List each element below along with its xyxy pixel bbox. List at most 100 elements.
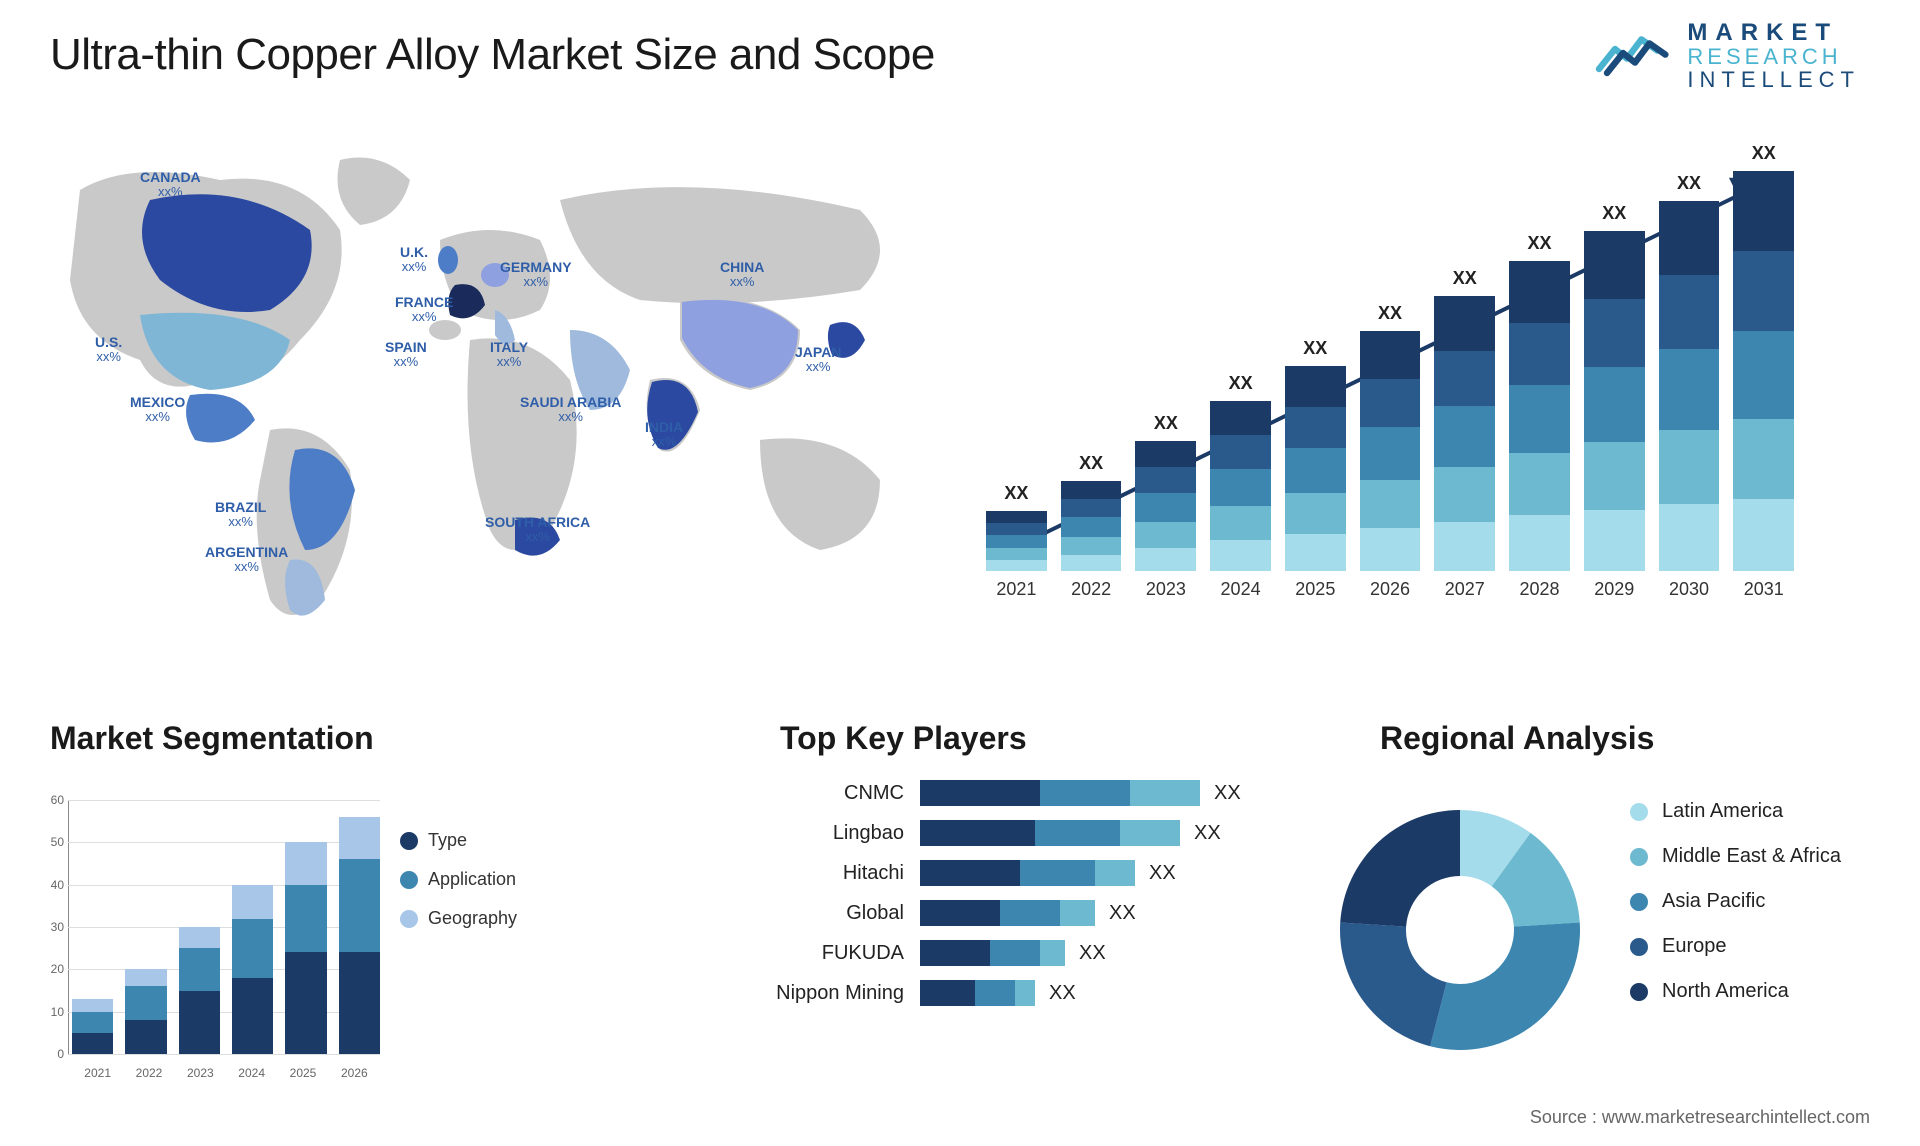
kp-label: Lingbao [770, 822, 920, 845]
kp-value: XX [1194, 822, 1221, 845]
map-label-italy: ITALYxx% [490, 340, 528, 370]
growth-bar-value: XX [1733, 143, 1794, 164]
reg-legend-label: Asia Pacific [1662, 890, 1765, 913]
seg-ytick: 20 [40, 962, 68, 976]
logo-mark-icon [1595, 23, 1675, 88]
kp-value: XX [1049, 982, 1076, 1005]
map-label-japan: JAPANxx% [795, 345, 841, 375]
seg-xlabel: 2025 [283, 1066, 323, 1080]
legend-swatch-icon [1630, 848, 1648, 866]
growth-bar-year: 2025 [1295, 579, 1335, 600]
source-credit: Source : www.marketresearchintellect.com [1530, 1107, 1870, 1128]
segmentation-legend: TypeApplicationGeography [400, 830, 517, 929]
kp-row-hitachi: HitachiXX [770, 860, 1250, 886]
kp-row-global: Global XX [770, 900, 1250, 926]
page-title: Ultra-thin Copper Alloy Market Size and … [50, 30, 935, 80]
map-label-germany: GERMANYxx% [500, 260, 572, 290]
kp-label: FUKUDA [770, 942, 920, 965]
growth-bar-value: XX [1210, 373, 1271, 394]
growth-bar-year: 2022 [1071, 579, 1111, 600]
seg-bar-2021 [72, 999, 113, 1054]
map-label-china: CHINAxx% [720, 260, 764, 290]
legend-swatch-icon [1630, 893, 1648, 911]
legend-swatch-icon [400, 910, 418, 928]
seg-xlabel: 2026 [334, 1066, 374, 1080]
seg-bar-2024 [232, 885, 273, 1054]
map-label-canada: CANADAxx% [140, 170, 201, 200]
legend-swatch-icon [400, 871, 418, 889]
reg-legend-label: Latin America [1662, 800, 1783, 823]
map-label-india: INDIAxx% [645, 420, 683, 450]
growth-bar-2022: XX2022 [1061, 481, 1122, 600]
growth-bar-value: XX [1509, 233, 1570, 254]
reg-legend-item: North America [1630, 980, 1841, 1003]
kp-bar [920, 860, 1135, 886]
kp-value: XX [1079, 942, 1106, 965]
regional-legend: Latin America Middle East & Africa Asia Pa… [1630, 800, 1841, 1003]
seg-ytick: 0 [40, 1047, 68, 1061]
growth-bar-year: 2026 [1370, 579, 1410, 600]
kp-bar [920, 980, 1035, 1006]
growth-bar-year: 2031 [1744, 579, 1784, 600]
map-label-argentina: ARGENTINAxx% [205, 545, 288, 575]
world-map-panel: CANADAxx%U.S.xx%MEXICOxx%BRAZILxx%ARGENT… [40, 130, 940, 650]
legend-swatch-icon [1630, 938, 1648, 956]
reg-legend-item: Europe [1630, 935, 1841, 958]
reg-legend-item: Middle East & Africa [1630, 845, 1841, 868]
growth-bar-2024: XX2024 [1210, 401, 1271, 600]
kp-label: Hitachi [770, 862, 920, 885]
growth-bar-2030: XX2030 [1659, 201, 1720, 600]
map-label-mexico: MEXICOxx% [130, 395, 185, 425]
growth-bar-year: 2023 [1146, 579, 1186, 600]
kp-row-nipponmining: Nippon Mining XX [770, 980, 1250, 1006]
brand-logo: MARKET RESEARCH INTELLECT [1595, 20, 1860, 91]
reg-legend-label: Middle East & Africa [1662, 845, 1841, 868]
seg-bar-2023 [179, 927, 220, 1054]
kp-bar [920, 940, 1065, 966]
map-mexico [186, 394, 255, 443]
seg-ytick: 30 [40, 920, 68, 934]
legend-swatch-icon [1630, 803, 1648, 821]
seg-bar-2025 [285, 842, 326, 1054]
reg-legend-item: Asia Pacific [1630, 890, 1841, 913]
growth-bar-value: XX [1434, 268, 1495, 289]
kp-label: Global [770, 902, 920, 925]
logo-text-1: MARKET [1687, 20, 1860, 45]
map-label-uk: U.K.xx% [400, 245, 428, 275]
map-label-southafrica: SOUTH AFRICAxx% [485, 515, 590, 545]
seg-bar-2022 [125, 969, 166, 1054]
growth-bar-2031: XX2031 [1733, 171, 1794, 600]
seg-legend-label: Geography [428, 908, 517, 929]
reg-legend-item: Latin America [1630, 800, 1841, 823]
seg-xlabel: 2022 [129, 1066, 169, 1080]
growth-bar-year: 2030 [1669, 579, 1709, 600]
growth-bar-year: 2029 [1594, 579, 1634, 600]
growth-bar-year: 2028 [1519, 579, 1559, 600]
kp-row-fukuda: FUKUDA XX [770, 940, 1250, 966]
regional-donut-chart [1330, 800, 1590, 1060]
map-label-spain: SPAINxx% [385, 340, 427, 370]
kp-bar [920, 900, 1095, 926]
growth-bar-value: XX [1360, 303, 1421, 324]
kp-value: XX [1109, 902, 1136, 925]
seg-bar-2026 [339, 817, 380, 1054]
growth-bar-2023: XX2023 [1135, 441, 1196, 600]
growth-bar-2026: XX2026 [1360, 331, 1421, 600]
map-uk [438, 246, 458, 274]
key-players-title: Top Key Players [780, 720, 1027, 757]
seg-ytick: 10 [40, 1005, 68, 1019]
seg-legend-label: Type [428, 830, 467, 851]
seg-xlabel: 2023 [180, 1066, 220, 1080]
reg-legend-label: Europe [1662, 935, 1727, 958]
growth-bar-value: XX [1659, 173, 1720, 194]
growth-bar-2021: XX2021 [986, 511, 1047, 600]
kp-label: Nippon Mining [770, 982, 920, 1005]
kp-row-lingbao: Lingbao XX [770, 820, 1250, 846]
logo-text-2: RESEARCH [1687, 45, 1860, 68]
map-label-france: FRANCExx% [395, 295, 453, 325]
donut-slice-2 [1430, 922, 1580, 1050]
seg-xlabel: 2024 [232, 1066, 272, 1080]
seg-xlabel: 2021 [78, 1066, 118, 1080]
growth-bar-2029: XX2029 [1584, 231, 1645, 600]
map-label-saudiarabia: SAUDI ARABIAxx% [520, 395, 621, 425]
